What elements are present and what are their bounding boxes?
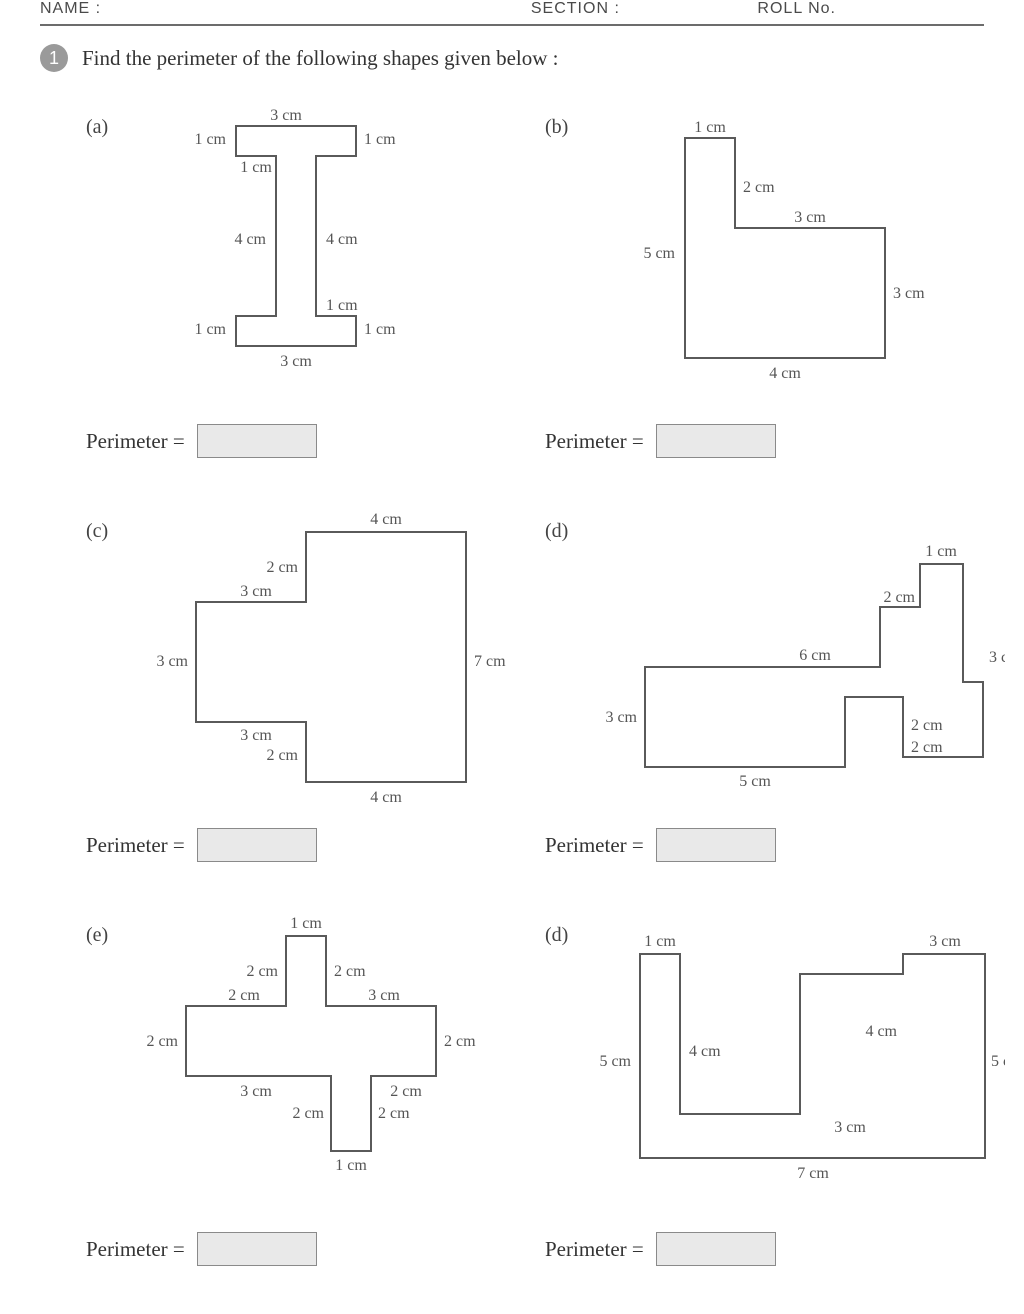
- svg-text:1 cm: 1 cm: [290, 915, 322, 932]
- header-rule: [40, 24, 984, 26]
- svg-text:2 cm: 2 cm: [266, 559, 298, 576]
- svg-text:1 cm: 1 cm: [925, 543, 957, 560]
- name-label: NAME :: [40, 0, 531, 18]
- header-labels: NAME : SECTION : ROLL No.: [40, 0, 984, 24]
- svg-text:2 cm: 2 cm: [390, 1083, 422, 1100]
- answer-d1: Perimeter =: [545, 828, 776, 862]
- figures-grid: (a) 3 cm 1 cm 1 cm 1 cm 4 cm 4 cm 1 cm 1…: [40, 98, 984, 1266]
- question-row: 1 Find the perimeter of the following sh…: [40, 44, 984, 72]
- shape-e-svg: 1 cm 2 cm 2 cm 2 cm 3 cm 2 cm 2 cm 3 cm …: [126, 906, 506, 1221]
- svg-text:5 c: 5 c: [991, 1053, 1005, 1070]
- svg-text:4 cm: 4 cm: [370, 511, 402, 528]
- answer-label: Perimeter =: [86, 833, 185, 858]
- svg-text:4 cm: 4 cm: [865, 1023, 897, 1040]
- svg-text:3 cm: 3 cm: [605, 709, 637, 726]
- shape-d1-svg: 1 cm 2 cm 6 cm 3 c 3 cm 2 cm 2 cm 5 cm: [585, 502, 1005, 807]
- question-text: Find the perimeter of the following shap…: [82, 44, 558, 71]
- figure-c: (c) 4 cm 2 cm 3 cm 3 cm 7 cm 3 cm 2 cm 4…: [86, 502, 525, 862]
- svg-text:7 cm: 7 cm: [474, 653, 506, 670]
- svg-text:7 cm: 7 cm: [797, 1165, 829, 1182]
- svg-text:1 cm: 1 cm: [194, 131, 226, 148]
- answer-b: Perimeter =: [545, 424, 776, 458]
- figure-d1: (d): [545, 502, 984, 862]
- sub-label-c: (c): [86, 520, 108, 543]
- svg-text:4 cm: 4 cm: [326, 231, 358, 248]
- svg-text:4 cm: 4 cm: [370, 789, 402, 806]
- svg-text:1 cm: 1 cm: [694, 119, 726, 136]
- sub-label-b: (b): [545, 116, 568, 139]
- figure-e: (e) 1 cm 2 cm 2 cm 2 cm 3 cm 2 cm 2 cm 3…: [86, 906, 525, 1266]
- svg-text:2 cm: 2 cm: [911, 739, 943, 756]
- svg-text:3 c: 3 c: [989, 649, 1005, 666]
- sub-label-d1: (d): [545, 520, 568, 543]
- svg-text:1 cm: 1 cm: [644, 933, 676, 950]
- svg-text:2 cm: 2 cm: [743, 179, 775, 196]
- svg-text:3 cm: 3 cm: [280, 353, 312, 370]
- answer-box[interactable]: [197, 828, 317, 862]
- svg-text:5 cm: 5 cm: [739, 773, 771, 790]
- shape-d2-svg: 1 cm 3 cm 4 cm 4 cm 5 cm 5 c 3 cm 7 cm: [585, 906, 1005, 1221]
- svg-text:2 cm: 2 cm: [246, 963, 278, 980]
- figure-d2: (d) 1 cm 3 cm 4 cm: [545, 906, 984, 1266]
- svg-text:1 cm: 1 cm: [326, 297, 358, 314]
- answer-a: Perimeter =: [86, 424, 317, 458]
- svg-text:5 cm: 5 cm: [599, 1053, 631, 1070]
- answer-label: Perimeter =: [86, 1237, 185, 1262]
- answer-box[interactable]: [656, 424, 776, 458]
- shape-a-svg: 3 cm 1 cm 1 cm 1 cm 4 cm 4 cm 1 cm 1 cm …: [126, 98, 446, 403]
- svg-text:2 cm: 2 cm: [292, 1105, 324, 1122]
- svg-text:2 cm: 2 cm: [883, 589, 915, 606]
- svg-text:6 cm: 6 cm: [799, 647, 831, 664]
- svg-text:2 cm: 2 cm: [228, 987, 260, 1004]
- answer-d2: Perimeter =: [545, 1232, 776, 1266]
- svg-text:5 cm: 5 cm: [643, 245, 675, 262]
- svg-text:3 cm: 3 cm: [240, 1083, 272, 1100]
- svg-text:2 cm: 2 cm: [911, 717, 943, 734]
- svg-text:4 cm: 4 cm: [689, 1043, 721, 1060]
- svg-text:1 cm: 1 cm: [364, 131, 396, 148]
- answer-label: Perimeter =: [545, 429, 644, 454]
- svg-text:2 cm: 2 cm: [444, 1033, 476, 1050]
- svg-text:4 cm: 4 cm: [234, 231, 266, 248]
- svg-text:2 cm: 2 cm: [146, 1033, 178, 1050]
- answer-box[interactable]: [656, 828, 776, 862]
- answer-label: Perimeter =: [545, 1237, 644, 1262]
- roll-label: ROLL No.: [757, 0, 984, 18]
- svg-text:3 cm: 3 cm: [240, 583, 272, 600]
- svg-text:1 cm: 1 cm: [240, 159, 272, 176]
- answer-box[interactable]: [197, 424, 317, 458]
- figure-a: (a) 3 cm 1 cm 1 cm 1 cm 4 cm 4 cm 1 cm 1…: [86, 98, 525, 458]
- svg-text:2 cm: 2 cm: [334, 963, 366, 980]
- svg-text:1 cm: 1 cm: [194, 321, 226, 338]
- svg-text:3 cm: 3 cm: [156, 653, 188, 670]
- svg-text:3 cm: 3 cm: [893, 285, 925, 302]
- figure-b: (b) 1 cm 2 cm 3 cm 5 cm 3 cm 4 cm Perime…: [545, 98, 984, 458]
- answer-label: Perimeter =: [86, 429, 185, 454]
- svg-text:3 cm: 3 cm: [240, 727, 272, 744]
- svg-text:1 cm: 1 cm: [335, 1157, 367, 1174]
- svg-text:1 cm: 1 cm: [364, 321, 396, 338]
- answer-e: Perimeter =: [86, 1232, 317, 1266]
- svg-text:4 cm: 4 cm: [769, 365, 801, 382]
- section-label: SECTION :: [531, 0, 758, 18]
- svg-text:3 cm: 3 cm: [929, 933, 961, 950]
- svg-text:3 cm: 3 cm: [368, 987, 400, 1004]
- shape-b-svg: 1 cm 2 cm 3 cm 5 cm 3 cm 4 cm: [585, 98, 945, 403]
- sub-label-a: (a): [86, 116, 108, 139]
- answer-box[interactable]: [656, 1232, 776, 1266]
- svg-text:3 cm: 3 cm: [834, 1119, 866, 1136]
- answer-c: Perimeter =: [86, 828, 317, 862]
- svg-text:3 cm: 3 cm: [794, 209, 826, 226]
- svg-text:3 cm: 3 cm: [270, 107, 302, 124]
- svg-text:2 cm: 2 cm: [378, 1105, 410, 1122]
- worksheet-page: NAME : SECTION : ROLL No. 1 Find the per…: [0, 0, 1024, 1306]
- shape-c-svg: 4 cm 2 cm 3 cm 3 cm 7 cm 3 cm 2 cm 4 cm: [126, 502, 506, 817]
- answer-box[interactable]: [197, 1232, 317, 1266]
- answer-label: Perimeter =: [545, 833, 644, 858]
- sub-label-e: (e): [86, 924, 108, 947]
- sub-label-d2: (d): [545, 924, 568, 947]
- question-number-badge: 1: [40, 44, 68, 72]
- svg-text:2 cm: 2 cm: [266, 747, 298, 764]
